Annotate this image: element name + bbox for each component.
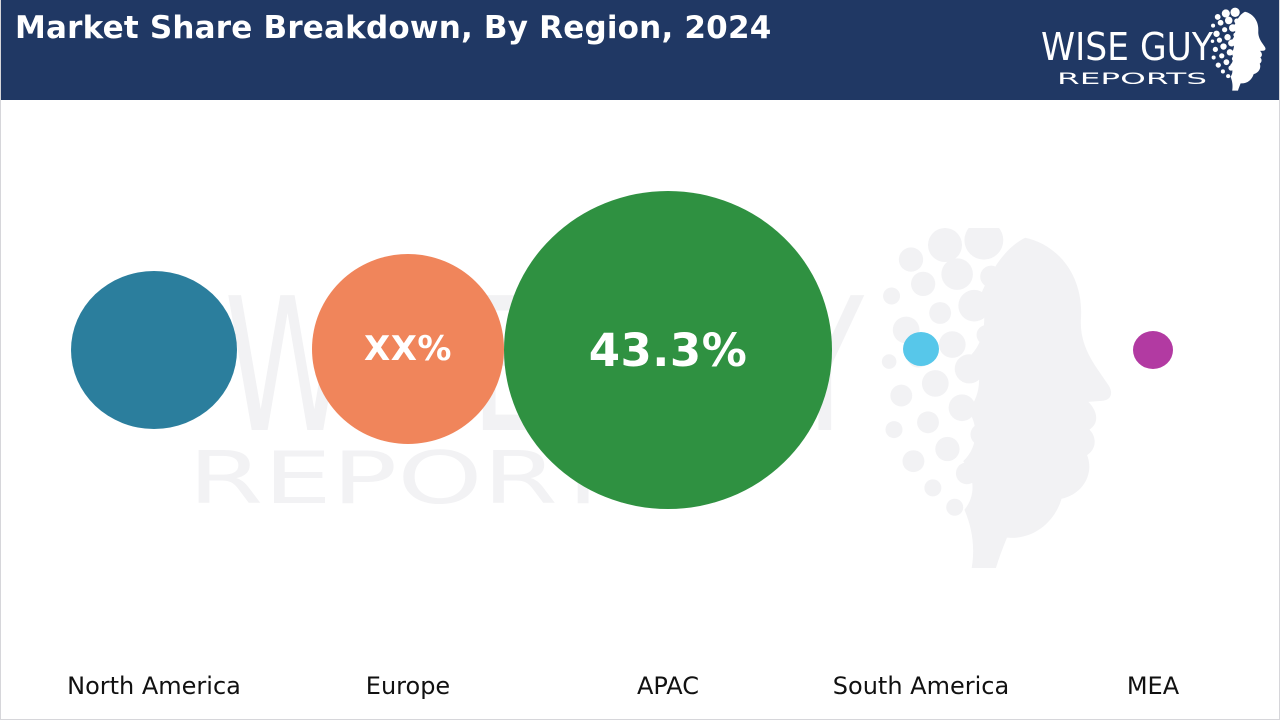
dotted-head-icon (1210, 7, 1266, 91)
logo-wordmark: WISE GUY (1041, 25, 1214, 69)
xlabel-south-america: South America (832, 672, 1010, 700)
bubble-europe: XX% (312, 254, 504, 444)
xlabel-apac: APAC (636, 672, 700, 700)
bubble-apac: 43.3% (504, 191, 832, 509)
bubble-mea (1133, 331, 1173, 369)
bubble-value-label: 43.3% (588, 323, 748, 377)
logo-subtext: REPORTS (1057, 69, 1207, 88)
bubble-chart: WISE GUY REPORTS XX% 43.3% North America… (1, 100, 1279, 719)
bubble-value-label: XX% (364, 329, 452, 369)
wise-guy-logo: WISE GUY REPORTS (1041, 7, 1266, 91)
header: Market Share Breakdown, By Region, 2024 … (1, 0, 1279, 100)
dotted-head-watermark (881, 228, 1112, 568)
xlabel-europe: Europe (365, 672, 451, 700)
bubble-south-america (903, 332, 939, 366)
xlabel-mea: MEA (1126, 672, 1180, 700)
xlabel-north-america: North America (67, 672, 241, 700)
bubble-north-america (71, 271, 237, 429)
page-title: Market Share Breakdown, By Region, 2024 (15, 10, 772, 46)
